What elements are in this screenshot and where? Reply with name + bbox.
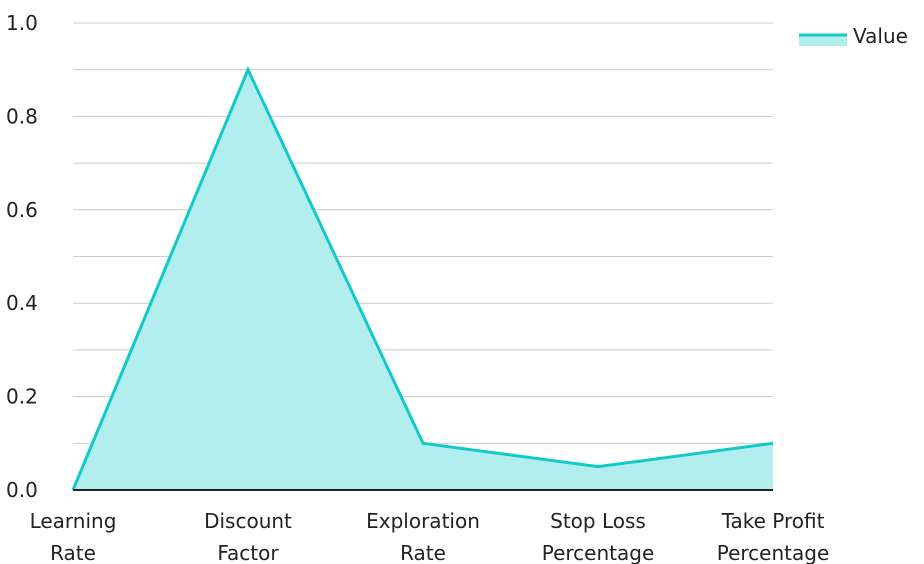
x-axis-ticks: Learning Rate Discount Factor Exploration Rat… xyxy=(30,509,830,564)
x-tick-label: Learning Rate xyxy=(30,509,117,564)
x-tick-label: Stop Loss Percentage xyxy=(542,509,655,564)
y-tick-label: 0.4 xyxy=(6,291,38,315)
y-axis-ticks: 0.0 0.2 0.4 0.6 0.8 1.0 xyxy=(6,11,38,502)
legend: Value xyxy=(799,24,908,48)
x-tick-label: Exploration Rate xyxy=(366,509,480,564)
y-tick-label: 0.6 xyxy=(6,198,38,222)
series-area-fill xyxy=(73,69,773,490)
y-tick-label: 0.8 xyxy=(6,104,38,128)
x-tick-label: Take Profit Percentage xyxy=(717,509,830,564)
y-tick-label: 1.0 xyxy=(6,11,38,35)
legend-swatch xyxy=(799,34,847,46)
x-tick-label: Discount Factor xyxy=(204,509,292,564)
series-line xyxy=(71,65,774,491)
legend-label: Value xyxy=(853,24,908,48)
y-tick-label: 0.2 xyxy=(6,385,38,409)
y-tick-label: 0.0 xyxy=(6,478,38,502)
